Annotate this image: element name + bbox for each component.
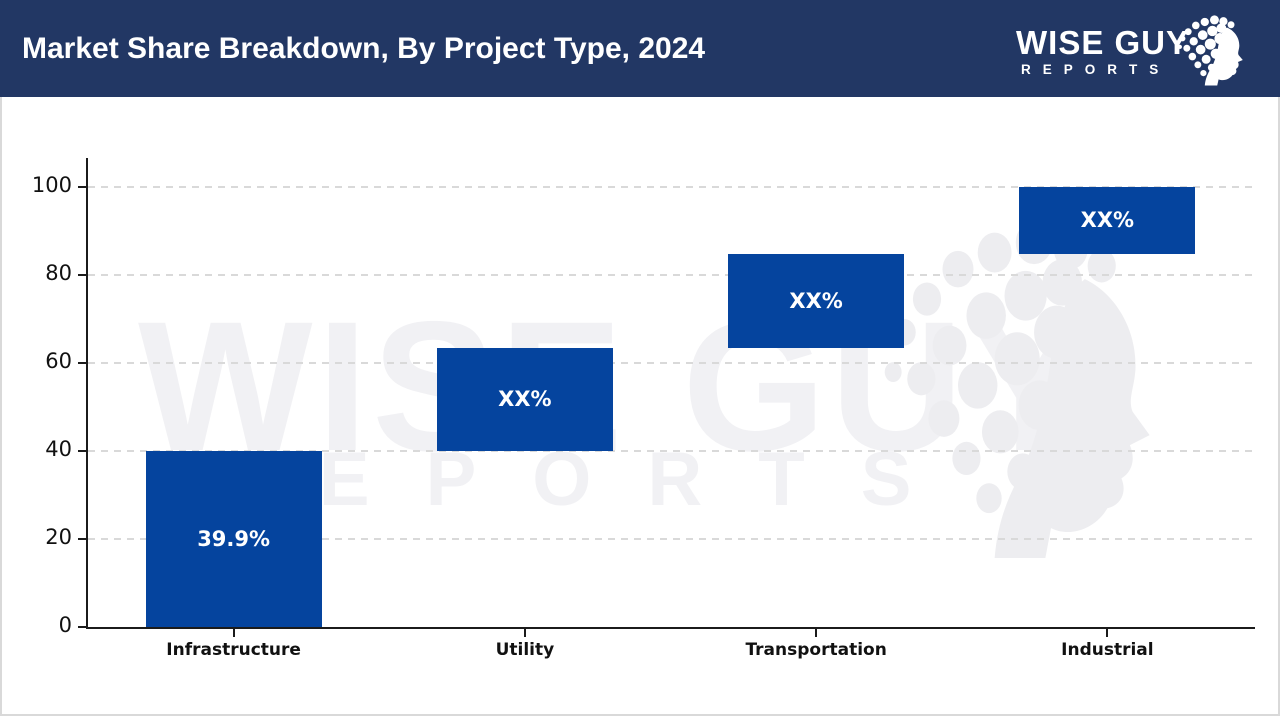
y-tick-80 (78, 274, 86, 276)
bar-value-label-industrial: XX% (1080, 208, 1135, 233)
y-tick-label-60: 60 (45, 349, 72, 373)
brand-subtitle: REPORTS (1021, 62, 1171, 77)
x-tick-utility (523, 629, 526, 637)
watermark-text-line2: REPORTS (208, 437, 968, 522)
bar-industrial: XX% (1019, 187, 1196, 254)
y-tick-label-40: 40 (45, 437, 72, 461)
bar-value-label-utility: XX% (498, 387, 552, 412)
gridline-20 (88, 538, 1253, 540)
x-tick-transportation (815, 629, 818, 637)
header-bar: Market Share Breakdown, By Project Type,… (0, 0, 1280, 97)
y-tick-100 (78, 186, 86, 188)
page-title: Market Share Breakdown, By Project Type,… (22, 31, 706, 65)
y-tick-label-0: 0 (58, 613, 72, 637)
brand-wordmark: WISE GUY REPORTS (1016, 26, 1189, 77)
bar-transportation: XX% (728, 253, 905, 348)
gridline-40 (88, 450, 1253, 452)
category-label-transportation: Transportation (745, 640, 887, 660)
y-tick-label-20: 20 (45, 525, 72, 549)
y-tick-0 (78, 626, 86, 628)
x-tick-industrial (1106, 629, 1109, 637)
bar-value-label-infrastructure: 39.9% (197, 527, 271, 552)
gridline-80 (88, 274, 1253, 276)
watermark-dotted-head-icon (884, 226, 1150, 558)
y-tick-20 (78, 538, 86, 540)
x-tick-infrastructure (232, 629, 235, 637)
dotted-head-icon (1177, 15, 1243, 86)
bar-infrastructure: 39.9% (145, 451, 322, 627)
x-axis (86, 627, 1255, 629)
bar-utility: XX% (436, 347, 613, 451)
gridline-60 (88, 362, 1253, 364)
brand-logo: WISE GUY REPORTS (1016, 4, 1272, 94)
category-label-infrastructure: Infrastructure (166, 640, 301, 660)
gridline-100 (88, 186, 1253, 188)
y-tick-label-80: 80 (45, 261, 72, 285)
y-tick-40 (78, 450, 86, 452)
brand-name: WISE GUY (1016, 24, 1190, 61)
y-tick-label-100: 100 (31, 173, 72, 197)
y-tick-60 (78, 362, 86, 364)
bar-value-label-transportation: XX% (789, 288, 843, 313)
y-axis (86, 158, 88, 629)
category-label-utility: Utility (495, 640, 555, 660)
category-label-industrial: Industrial (1061, 640, 1154, 660)
